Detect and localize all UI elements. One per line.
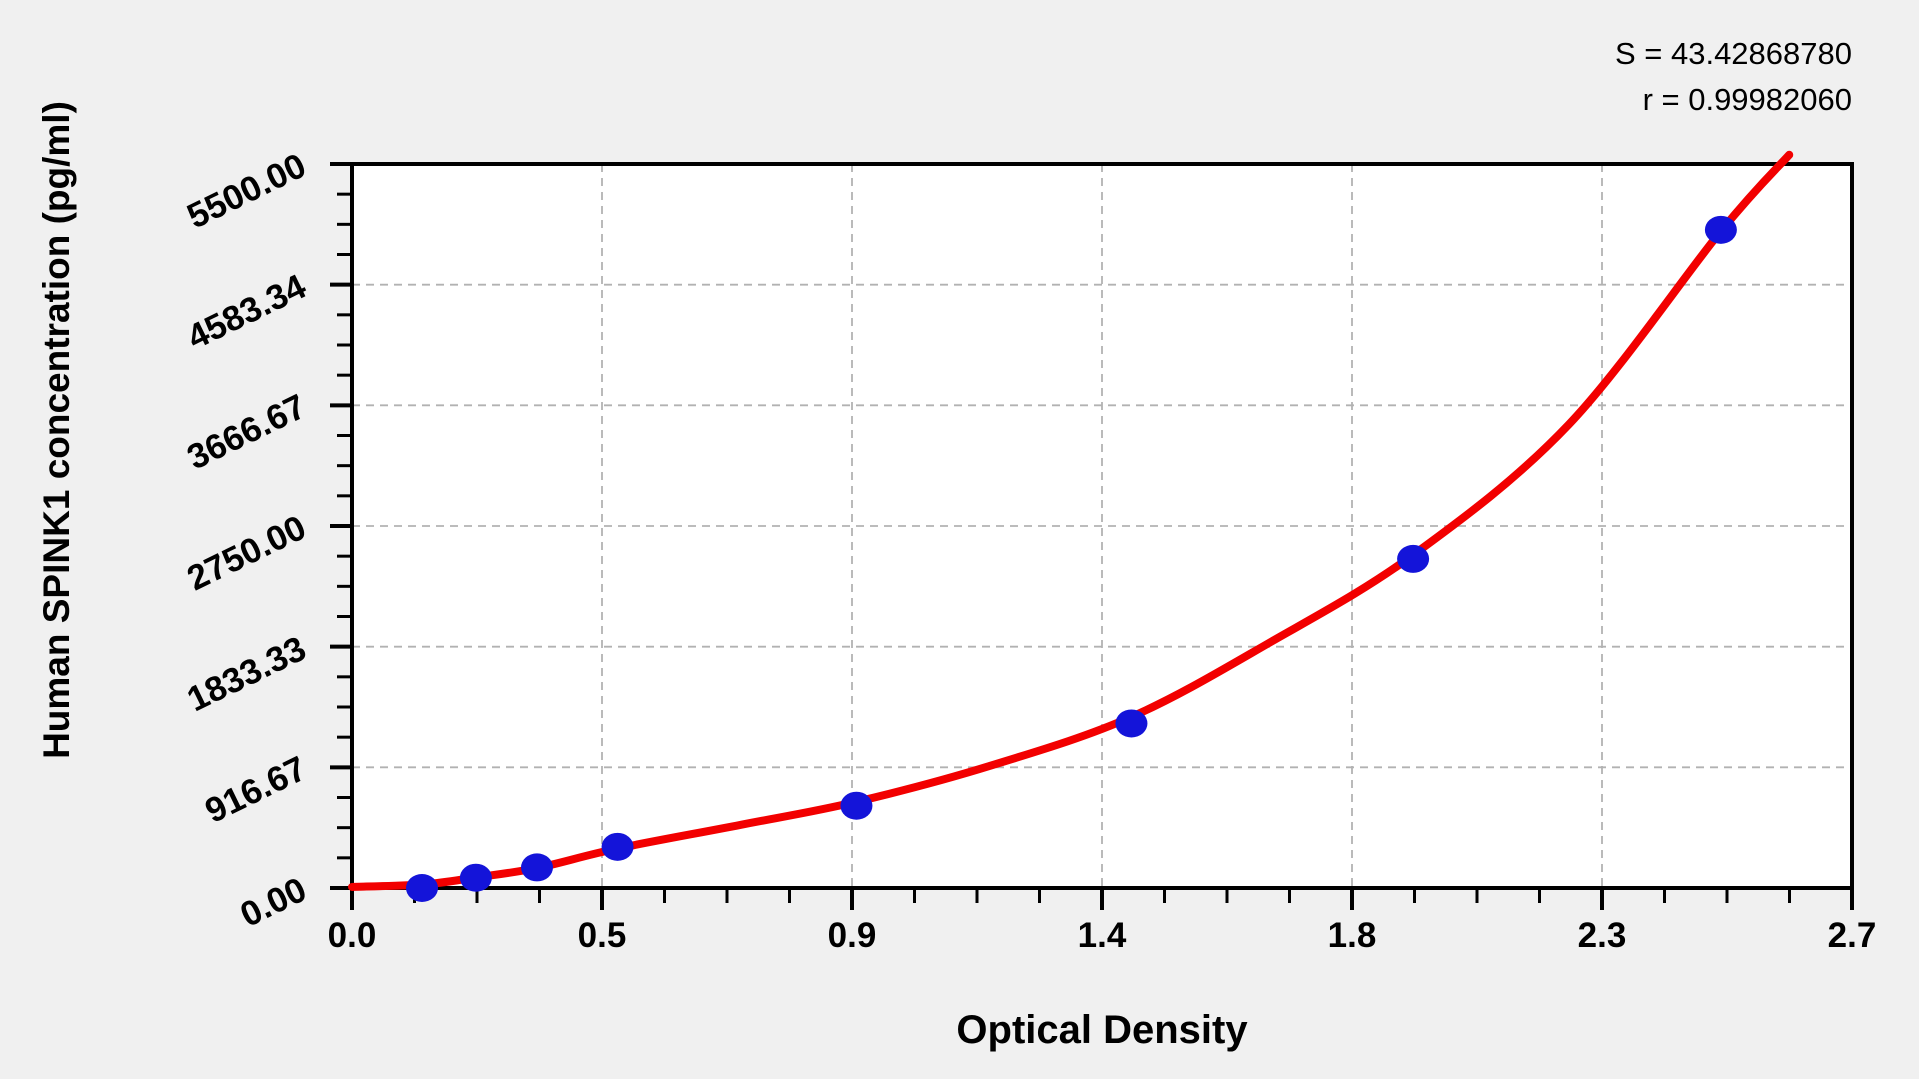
data-point — [601, 832, 634, 861]
x-tick-label: 1.4 — [1077, 916, 1127, 955]
data-point — [840, 791, 873, 820]
data-point — [1115, 709, 1148, 738]
x-axis-title: Optical Density — [956, 1008, 1248, 1052]
data-point — [406, 874, 438, 902]
x-tick-label: 2.7 — [1827, 916, 1877, 955]
data-point — [1704, 215, 1737, 244]
x-tick-label: 1.8 — [1327, 916, 1377, 955]
x-tick-label: 0.0 — [327, 916, 377, 955]
stat-r-value: r = 0.99982060 — [1642, 82, 1852, 117]
data-point — [521, 853, 553, 882]
data-point — [1397, 544, 1430, 573]
stat-s-value: S = 43.42868780 — [1614, 36, 1852, 71]
x-tick-label: 0.5 — [577, 916, 627, 955]
x-tick-label: 2.3 — [1577, 916, 1627, 955]
data-point — [459, 863, 492, 892]
x-tick-label: 0.9 — [827, 916, 877, 955]
y-axis-title: Human SPINK1 concentration (pg/ml) — [36, 101, 77, 759]
plot-frame — [350, 162, 1854, 890]
